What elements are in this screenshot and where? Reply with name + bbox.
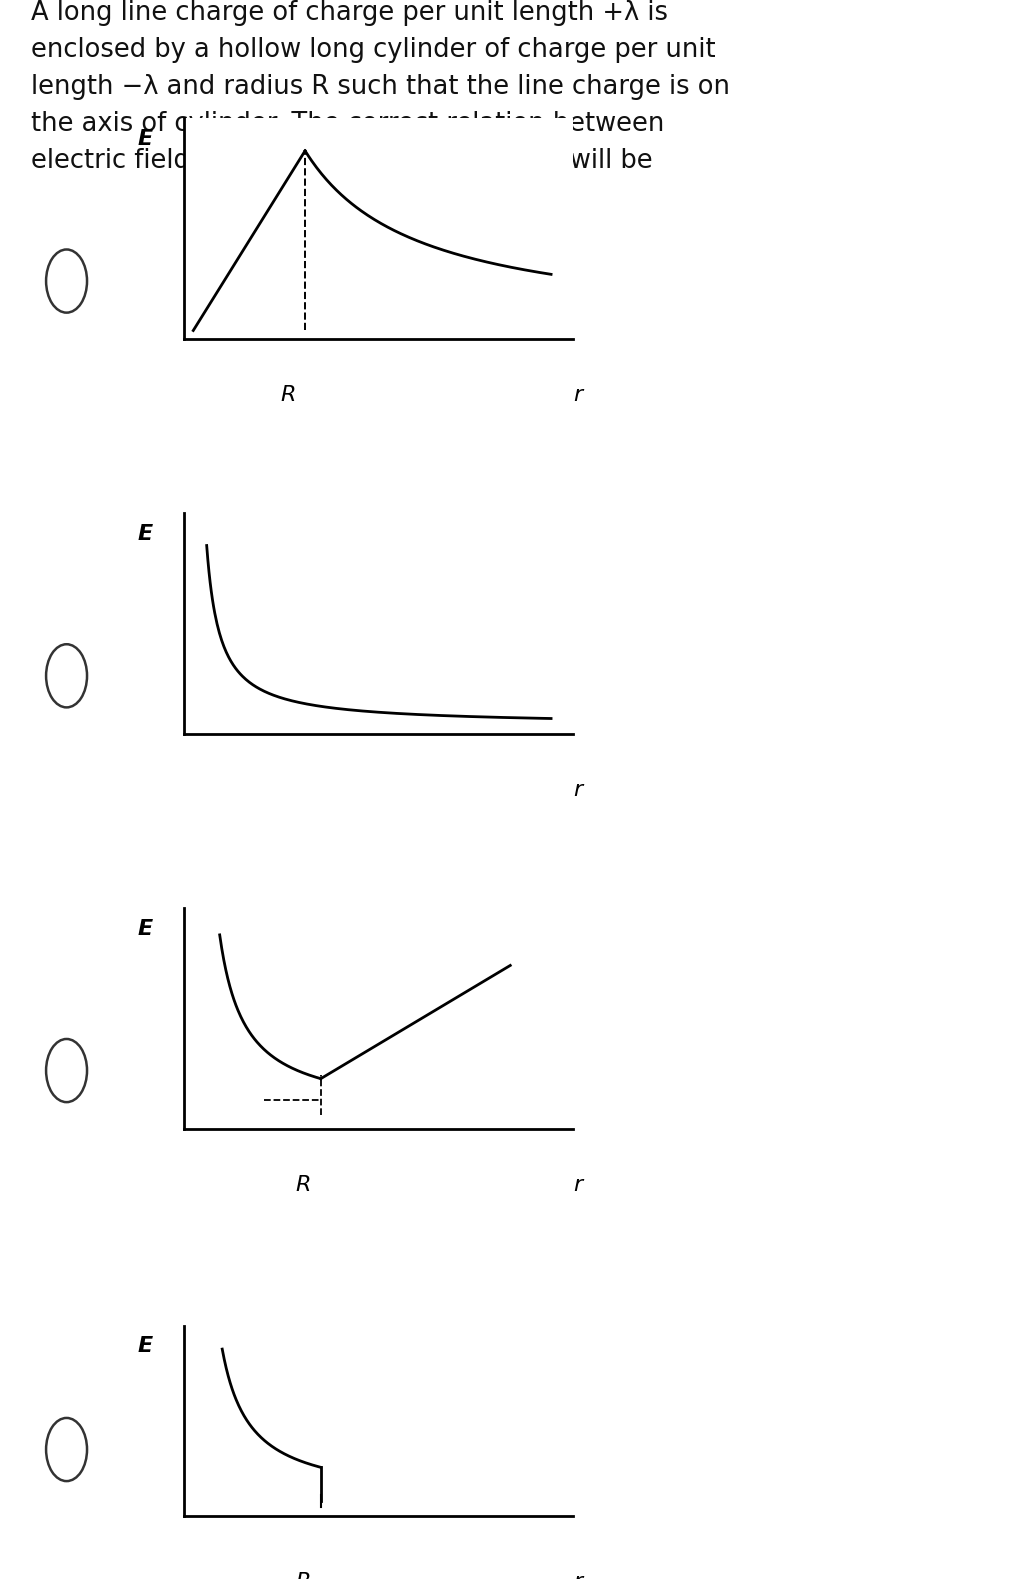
- Text: A long line charge of charge per unit length +λ is
enclosed by a hollow long cyl: A long line charge of charge per unit le…: [31, 0, 730, 174]
- Text: E: E: [137, 129, 153, 150]
- Text: R: R: [295, 1175, 310, 1195]
- Text: E: E: [137, 919, 153, 940]
- Text: R: R: [281, 385, 296, 406]
- Text: R: R: [295, 1571, 310, 1579]
- Text: E: E: [137, 1336, 153, 1356]
- Text: r: r: [573, 780, 583, 801]
- Text: E: E: [137, 524, 153, 545]
- Text: r: r: [573, 1571, 583, 1579]
- Text: r: r: [573, 385, 583, 406]
- Text: r: r: [573, 1175, 583, 1195]
